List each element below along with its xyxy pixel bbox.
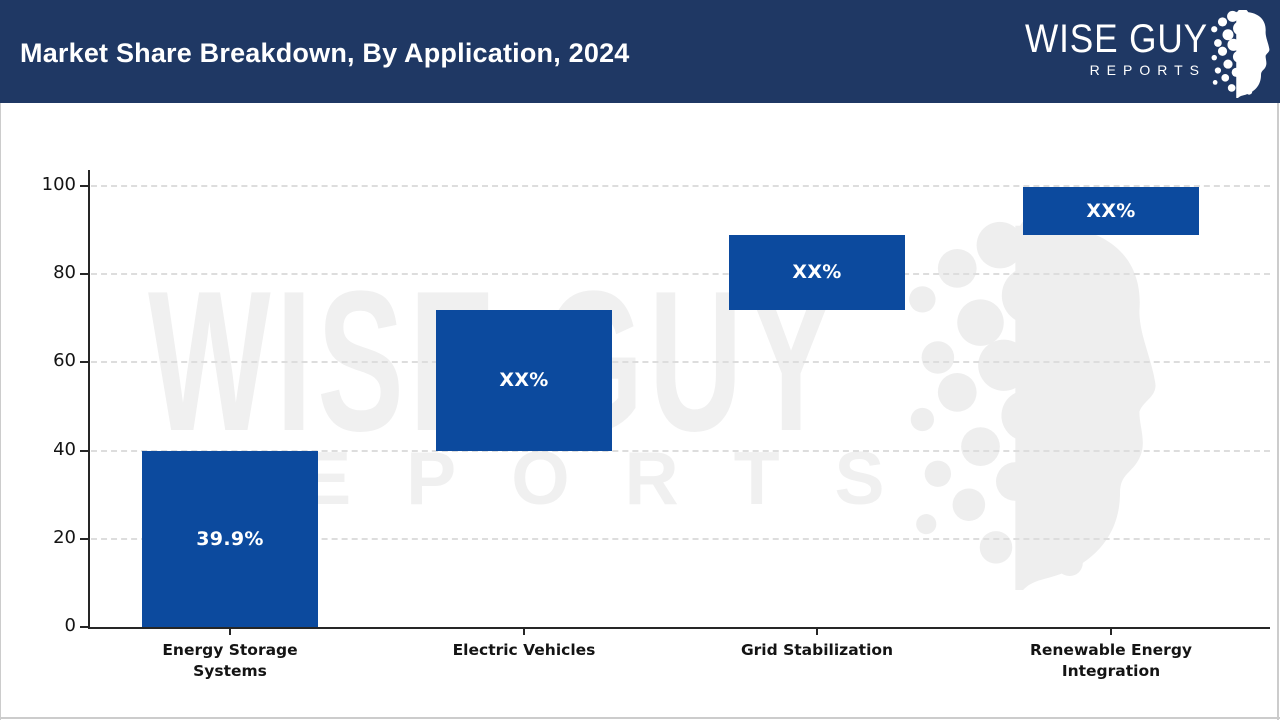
y-tick-100 [80,185,89,187]
brand-text: WISE GUY REPORTS [1000,18,1208,78]
bar-value-label: XX% [1086,199,1136,222]
gridline-100 [91,185,1270,187]
x-tick-label-grid-stabilization: Grid Stabilization [740,641,894,659]
x-tick-energy-storage-systems [229,629,231,635]
y-tick-80 [80,273,89,276]
x-tick-grid-stabilization [816,629,818,635]
brand-logo: WISE GUY REPORTS [1020,6,1270,98]
x-tick-label-electric-vehicles: Electric Vehicles [452,641,596,659]
brand-head-icon [1211,10,1270,98]
x-tick-label-energy-storage-systems: Energy Storage Systems [162,641,298,680]
bar-electric-vehicles: XX% [436,309,612,452]
bar-energy-storage-systems: 39.9% [142,451,318,627]
y-tick-40 [80,449,89,452]
x-tick-renewable-energy-integration [1110,629,1112,635]
y-tick-20 [80,537,89,540]
gridline-20 [91,537,1270,540]
y-tick-label-20: 20 [53,526,76,548]
y-tick-label-100: 100 [41,174,76,195]
gridline-40 [91,449,1270,452]
y-tick-label-60: 60 [53,350,76,372]
figure-border [1277,103,1279,720]
figure-border [0,103,1,720]
y-tick-label-80: 80 [53,262,76,284]
y-tick-60 [80,361,89,364]
figure-border [0,717,1280,719]
bar-value-label: 39.9% [196,528,264,550]
y-axis-line [88,170,90,629]
gridline-60 [91,361,1270,364]
y-tick-0 [80,626,89,628]
brand-subtitle: REPORTS [1089,62,1206,78]
y-tick-label-0: 0 [64,615,76,636]
bar-grid-stabilization: XX% [729,234,905,310]
x-tick-label-renewable-energy-integration: Renewable Energy Integration [1029,641,1193,680]
x-tick-electric-vehicles [523,629,525,635]
header-bar: Market Share Breakdown, By Application, … [0,0,1280,103]
bar-renewable-energy-integration: XX% [1023,186,1199,235]
x-axis-line [88,627,1270,629]
brand-name: WISE GUY [1024,17,1208,61]
bar-value-label: XX% [499,369,549,392]
bar-value-label: XX% [792,261,842,284]
gridline-80 [91,273,1270,276]
page-title: Market Share Breakdown, By Application, … [20,38,630,68]
y-tick-label-40: 40 [53,438,76,460]
